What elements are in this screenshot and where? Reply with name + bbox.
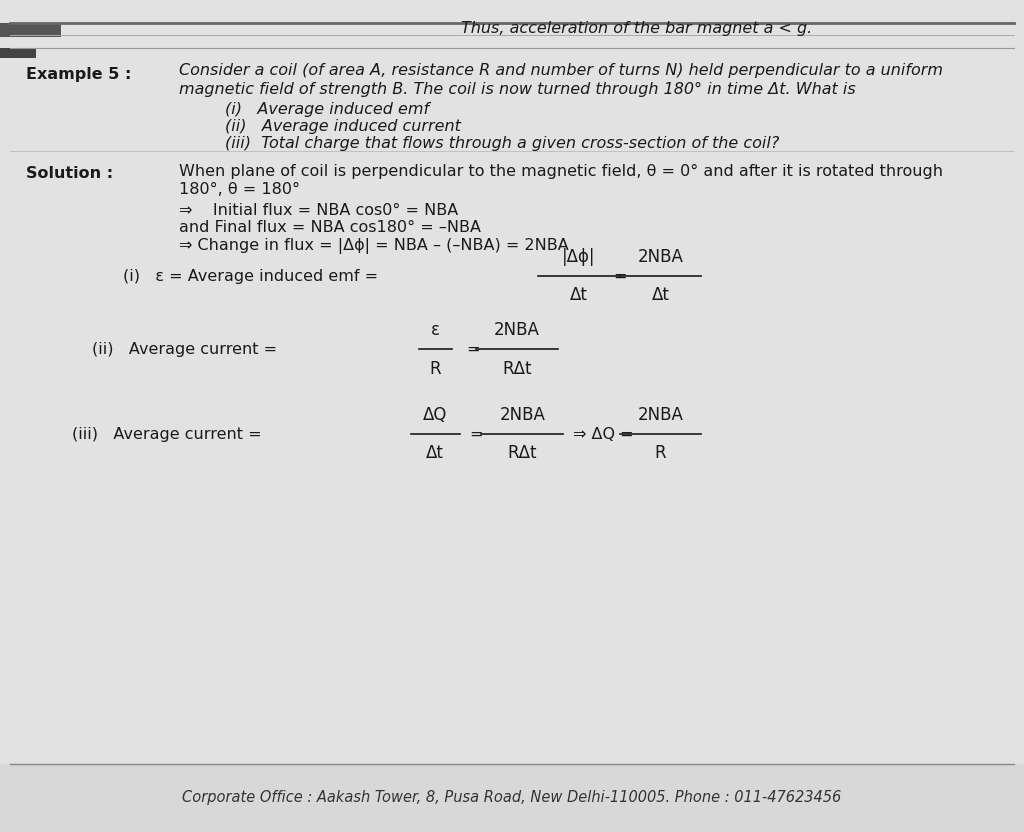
Text: (iii)   Average current =: (iii) Average current =: [72, 427, 261, 442]
Text: 2NBA: 2NBA: [500, 406, 545, 424]
Text: ε: ε: [431, 321, 439, 339]
Text: =: =: [612, 269, 627, 284]
Text: |Δϕ|: |Δϕ|: [562, 248, 595, 266]
Text: Corporate Office : Aakash Tower, 8, Pusa Road, New Delhi-110005. Phone : 011-476: Corporate Office : Aakash Tower, 8, Pusa…: [182, 790, 842, 805]
Text: =: =: [466, 342, 480, 357]
FancyBboxPatch shape: [0, 23, 61, 37]
Text: (i)   Average induced emf: (i) Average induced emf: [225, 102, 429, 116]
FancyBboxPatch shape: [0, 764, 1024, 832]
Text: Thus, acceleration of the bar magnet a < g.: Thus, acceleration of the bar magnet a <…: [461, 21, 812, 36]
Text: R: R: [654, 444, 667, 463]
Text: (ii)   Average current =: (ii) Average current =: [92, 342, 278, 357]
Text: ΔQ: ΔQ: [423, 406, 447, 424]
FancyBboxPatch shape: [0, 0, 1024, 765]
Text: R: R: [429, 359, 441, 378]
Text: 2NBA: 2NBA: [638, 248, 683, 266]
Text: 180°, θ = 180°: 180°, θ = 180°: [179, 182, 300, 197]
Text: Δt: Δt: [651, 286, 670, 305]
Text: Solution :: Solution :: [26, 166, 113, 181]
Text: Consider a coil (of area A, resistance R and number of turns N) held perpendicul: Consider a coil (of area A, resistance R…: [179, 63, 943, 78]
Text: (iii)  Total charge that flows through a given cross-section of the coil?: (iii) Total charge that flows through a …: [225, 136, 779, 151]
Text: magnetic field of strength B. The coil is now turned through 180° in time Δt. Wh: magnetic field of strength B. The coil i…: [179, 82, 856, 97]
Text: (i)   ε = Average induced emf =: (i) ε = Average induced emf =: [123, 269, 378, 284]
Text: When plane of coil is perpendicular to the magnetic field, θ = 0° and after it i: When plane of coil is perpendicular to t…: [179, 164, 943, 179]
Text: (ii)   Average induced current: (ii) Average induced current: [225, 119, 461, 134]
Text: 2NBA: 2NBA: [638, 406, 683, 424]
FancyBboxPatch shape: [0, 48, 36, 58]
Text: Δt: Δt: [569, 286, 588, 305]
Text: Δt: Δt: [426, 444, 444, 463]
Text: RΔt: RΔt: [503, 359, 531, 378]
Text: and Final flux = NBA cos180° = –NBA: and Final flux = NBA cos180° = –NBA: [179, 220, 481, 235]
Text: =: =: [469, 427, 483, 442]
Text: ⇒ Change in flux = |Δϕ| = NBA – (–NBA) = 2NBA: ⇒ Change in flux = |Δϕ| = NBA – (–NBA) =…: [179, 238, 569, 254]
Text: ⇒ ΔQ =: ⇒ ΔQ =: [573, 427, 634, 442]
Text: 2NBA: 2NBA: [495, 321, 540, 339]
Text: ⇒    Initial flux = NBA cos0° = NBA: ⇒ Initial flux = NBA cos0° = NBA: [179, 203, 459, 218]
Text: RΔt: RΔt: [508, 444, 537, 463]
Text: Example 5 :: Example 5 :: [26, 67, 131, 82]
